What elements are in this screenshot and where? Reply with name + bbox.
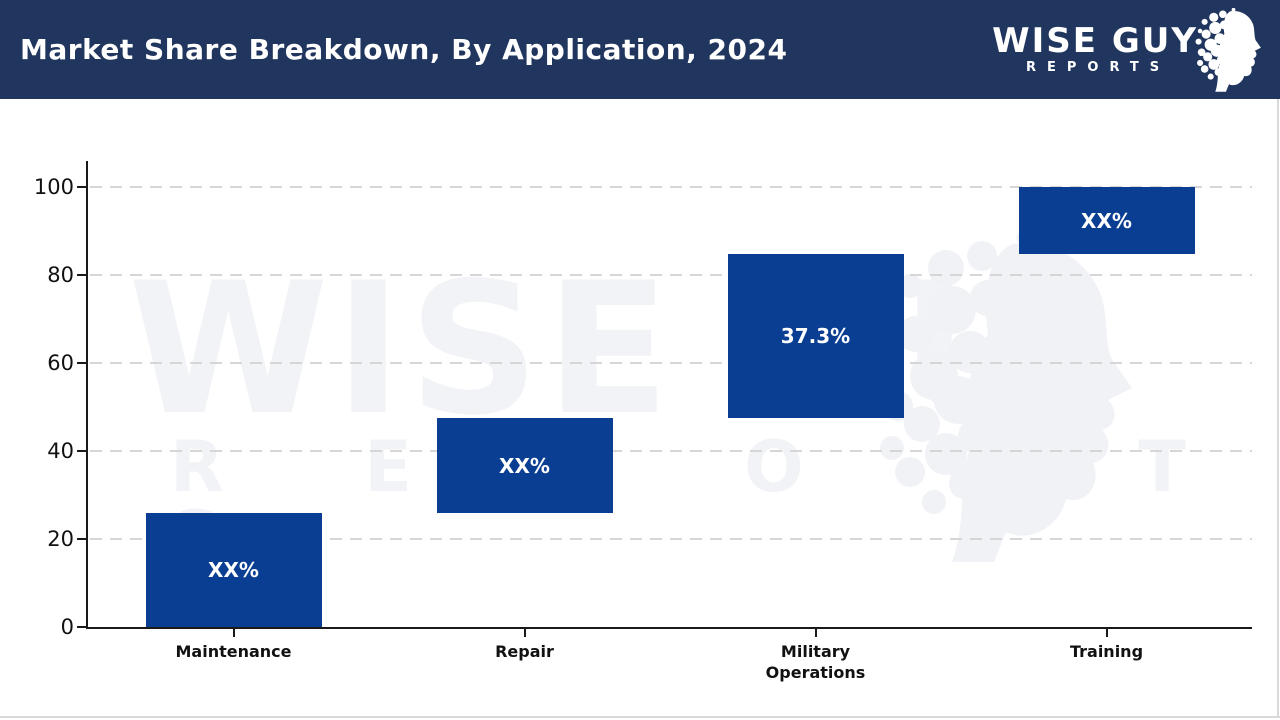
y-axis-line [86,160,88,629]
logo-text: WISE GUY REPORTS [992,20,1198,76]
gridline-40 [90,450,1252,452]
waterfall-chart: 0 20 40 60 80 100 Maintenance XX% Repair XX% Milit… [0,99,1280,720]
gridline-20 [90,538,1252,540]
gridline-100 [90,186,1252,188]
bar-value-label: 37.3% [780,324,851,349]
x-tick-label: Maintenance [175,642,292,661]
y-tick-0 [77,626,88,628]
bar-value-label: XX% [1081,208,1132,233]
y-tick-20 [77,538,88,540]
page-right-rule [1277,99,1279,718]
page-title: Market Share Breakdown, By Application, … [20,33,788,66]
y-tick-100 [77,186,88,188]
bar-repair: XX% [436,418,613,514]
wise-guy-reports-logo: WISE GUY REPORTS [992,0,1280,99]
y-tick-label: 0 [60,615,74,639]
page-bottom-rule [0,716,1280,718]
y-tick-label: 80 [47,263,74,287]
y-tick-60 [77,362,88,364]
x-tick-0 [232,629,235,637]
gridline-60 [90,362,1252,364]
bar-value-label: XX% [208,558,259,582]
y-tick-80 [77,274,88,276]
title-bar: Market Share Breakdown, By Application, … [0,0,1280,99]
y-tick-label: 100 [33,175,74,199]
y-tick-label: 40 [47,439,74,463]
x-tick-label: Military Operations [765,642,866,682]
bar-military-operations: 37.3% [727,254,904,419]
y-tick-label: 60 [47,351,74,375]
bar-maintenance: XX% [145,513,322,627]
logo-sub-text: REPORTS [1026,60,1171,76]
logo-brand-text: WISE GUY [992,20,1198,61]
gridline-80 [90,274,1252,276]
x-tick-label: Repair [495,642,554,661]
x-tick-3 [1105,629,1108,637]
x-tick-label: Training [1069,642,1144,661]
bar-training: XX% [1018,187,1195,255]
y-tick-40 [77,450,88,452]
x-axis-line [86,627,1252,629]
bar-value-label: XX% [499,453,550,478]
y-tick-label: 20 [47,527,74,551]
dotted-head-icon [1195,7,1261,92]
x-tick-1 [523,629,526,637]
x-tick-2 [814,629,817,637]
